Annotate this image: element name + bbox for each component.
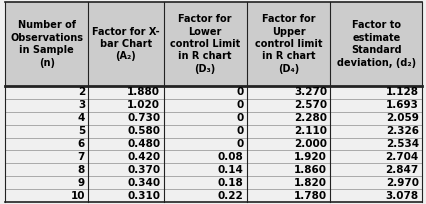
- Text: 0.730: 0.730: [127, 113, 160, 123]
- Text: 0.18: 0.18: [217, 178, 243, 188]
- Text: 0.580: 0.580: [127, 126, 160, 136]
- Text: 3: 3: [78, 100, 85, 110]
- Text: 8: 8: [78, 165, 85, 175]
- Text: 0.370: 0.370: [127, 165, 160, 175]
- Text: 0: 0: [236, 88, 243, 98]
- Text: 2.704: 2.704: [385, 152, 418, 162]
- Text: 2.570: 2.570: [293, 100, 326, 110]
- Text: Factor for
Upper
control limit
in R chart
(D₄): Factor for Upper control limit in R char…: [254, 14, 322, 74]
- Text: 2.534: 2.534: [385, 139, 418, 149]
- Text: 1.020: 1.020: [127, 100, 160, 110]
- Text: 2.326: 2.326: [385, 126, 418, 136]
- Text: 1.880: 1.880: [127, 88, 160, 98]
- Text: 1.920: 1.920: [294, 152, 326, 162]
- Text: 3.078: 3.078: [385, 191, 418, 201]
- Text: 2.110: 2.110: [294, 126, 326, 136]
- Text: 0.420: 0.420: [127, 152, 160, 162]
- Text: 1.780: 1.780: [293, 191, 326, 201]
- Text: 0.310: 0.310: [127, 191, 160, 201]
- Text: 4: 4: [78, 113, 85, 123]
- Text: 2.847: 2.847: [385, 165, 418, 175]
- Bar: [5, 2, 421, 86]
- Text: 7: 7: [78, 152, 85, 162]
- Text: 3.270: 3.270: [293, 88, 326, 98]
- Text: 0: 0: [236, 139, 243, 149]
- Text: 1.693: 1.693: [385, 100, 418, 110]
- Text: 2: 2: [78, 88, 85, 98]
- Text: Number of
Observations
in Sample
(n): Number of Observations in Sample (n): [10, 20, 83, 68]
- Text: Factor to
estimate
Standard
deviation, (d₂): Factor to estimate Standard deviation, (…: [336, 20, 415, 68]
- Text: 0.340: 0.340: [127, 178, 160, 188]
- Text: 9: 9: [78, 178, 85, 188]
- Text: 2.970: 2.970: [385, 178, 418, 188]
- Text: 2.059: 2.059: [385, 113, 418, 123]
- Text: 0.08: 0.08: [217, 152, 243, 162]
- Text: 10: 10: [70, 191, 85, 201]
- Text: 0.22: 0.22: [217, 191, 243, 201]
- Text: 5: 5: [78, 126, 85, 136]
- Text: 2.280: 2.280: [294, 113, 326, 123]
- Text: 0: 0: [236, 100, 243, 110]
- Text: Factor for
Lower
control Limit
in R chart
(D₃): Factor for Lower control Limit in R char…: [170, 14, 240, 74]
- Text: Factor for X-
bar Chart
(A₂): Factor for X- bar Chart (A₂): [92, 27, 159, 61]
- Text: 1.860: 1.860: [294, 165, 326, 175]
- Text: 1.128: 1.128: [385, 88, 418, 98]
- Text: 1.820: 1.820: [294, 178, 326, 188]
- Text: 0.480: 0.480: [127, 139, 160, 149]
- Text: 0: 0: [236, 113, 243, 123]
- Text: 0: 0: [236, 126, 243, 136]
- Text: 0.14: 0.14: [217, 165, 243, 175]
- Text: 6: 6: [78, 139, 85, 149]
- Text: 2.000: 2.000: [294, 139, 326, 149]
